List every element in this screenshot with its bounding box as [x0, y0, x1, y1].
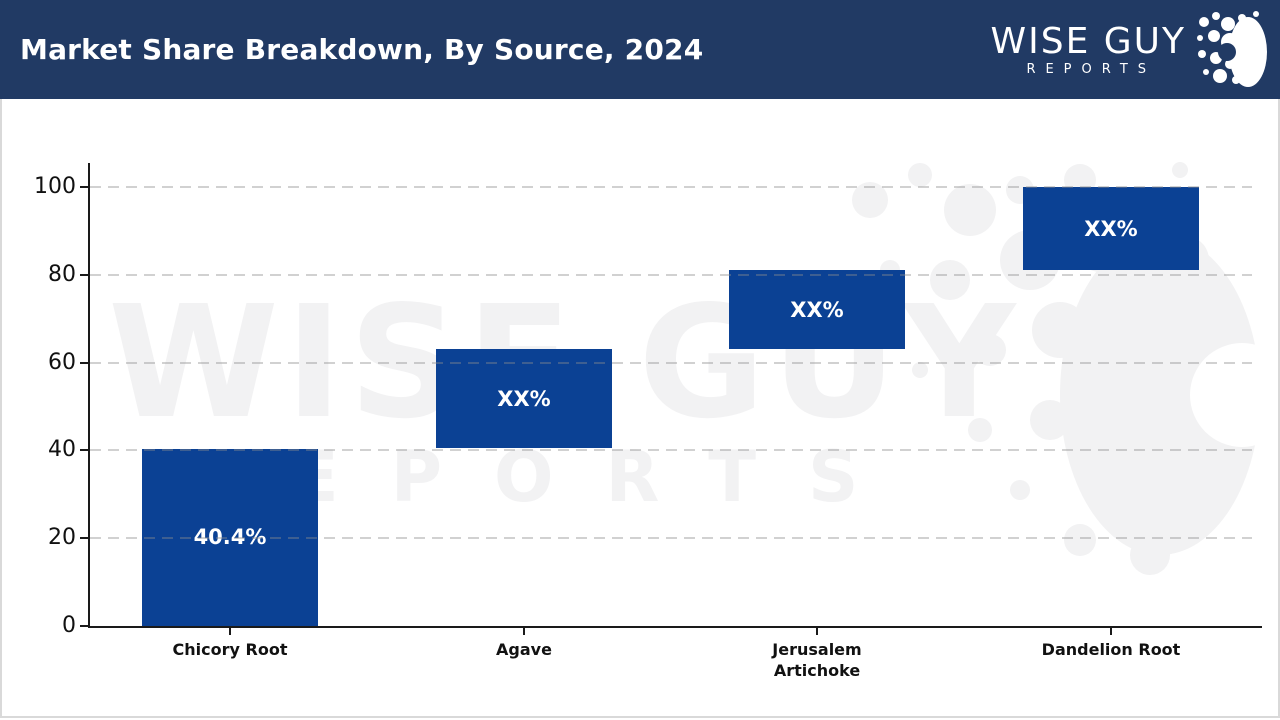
- brand-subtitle: REPORTS: [1026, 62, 1157, 78]
- y-tick-mark: [80, 537, 88, 540]
- y-tick-label: 100: [34, 174, 76, 199]
- watermark-head-graphic: [852, 162, 1270, 575]
- category-label: Dandelion Root: [1041, 640, 1181, 659]
- bar-value-label: 40.4%: [193, 525, 267, 550]
- bar-value-label: XX%: [790, 297, 844, 322]
- y-tick-label: 40: [48, 437, 76, 463]
- y-tick-label: 80: [48, 261, 76, 287]
- y-axis-line: [88, 163, 90, 628]
- y-tick-label: 20: [48, 525, 76, 551]
- x-tick-mark: [816, 628, 818, 635]
- y-tick-mark: [80, 449, 88, 452]
- bar-dandelion-root: XX%: [1023, 187, 1199, 271]
- x-tick-mark: [229, 628, 231, 635]
- bar-value-label: XX%: [1084, 216, 1138, 241]
- y-tick-mark: [80, 625, 88, 627]
- brand-name: WISE GUY: [990, 20, 1186, 62]
- gridline-100: [90, 186, 1252, 188]
- category-label: Chicory Root: [172, 640, 288, 659]
- y-tick-label: 0: [62, 613, 76, 638]
- bar-value-label: XX%: [497, 386, 551, 411]
- gridline-40: [90, 449, 1252, 452]
- x-axis-line: [88, 626, 1262, 628]
- x-tick-mark: [1110, 628, 1112, 635]
- x-tick-mark: [523, 628, 525, 635]
- bar-agave: XX%: [436, 349, 612, 449]
- bar-jerusalem-artichoke: XX%: [729, 270, 905, 350]
- header-bar: Market Share Breakdown, By Source, 2024 …: [0, 0, 1280, 99]
- y-tick-mark: [80, 361, 88, 364]
- brand-head-icon: [1197, 11, 1267, 87]
- category-label: Jerusalem Artichoke: [772, 640, 862, 681]
- gridline-80: [90, 273, 1252, 276]
- gridline-20: [90, 537, 1252, 540]
- bar-chicory-root: 40.4%: [142, 448, 318, 626]
- gridline-60: [90, 361, 1252, 364]
- y-tick-mark: [80, 273, 88, 276]
- brand-logo: WISE GUY REPORTS: [991, 4, 1269, 96]
- y-tick-mark: [80, 186, 88, 188]
- y-tick-label: 60: [48, 349, 76, 375]
- page-title: Market Share Breakdown, By Source, 2024: [20, 33, 704, 66]
- brand-logo-text: WISE GUY REPORTS: [990, 20, 1187, 78]
- category-label: Agave: [496, 640, 552, 659]
